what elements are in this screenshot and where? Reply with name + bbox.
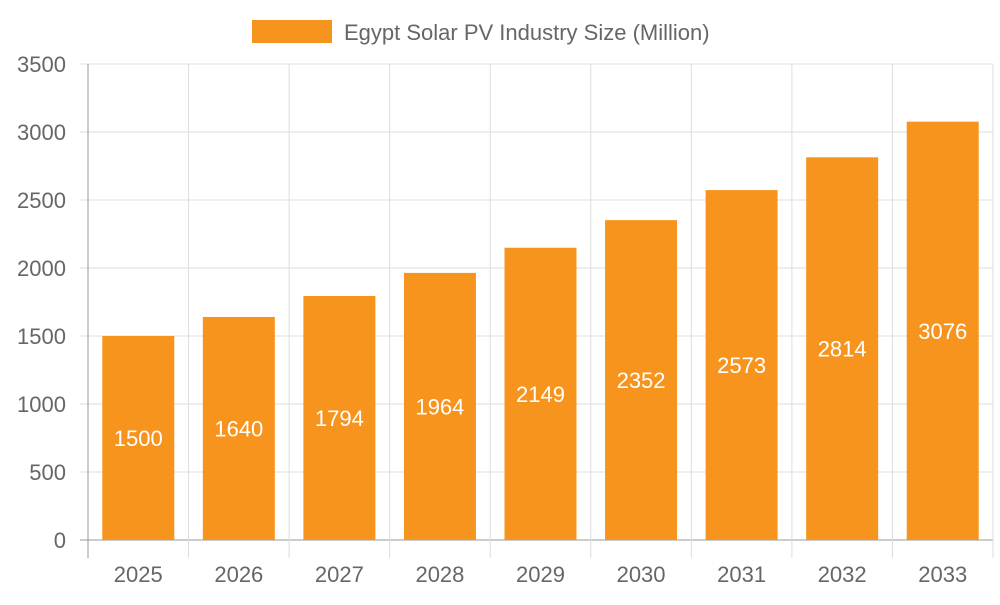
y-tick-label: 3500	[17, 52, 66, 77]
bar-2030	[605, 220, 678, 541]
data-label-2029: 2149	[516, 382, 565, 407]
data-label-2032: 2814	[818, 337, 867, 362]
y-tick-label: 500	[29, 460, 66, 485]
bar-2028	[403, 272, 476, 540]
bar-2032	[806, 157, 879, 540]
bars: 1500 1640 1794 1964 2149 2352 2573 2814 3076	[102, 121, 979, 541]
legend[interactable]: Egypt Solar PV Industry Size (Million)	[252, 20, 710, 45]
x-tick-label: 2031	[717, 562, 766, 587]
bar-2027	[303, 296, 376, 540]
bar-2029	[504, 247, 577, 540]
axes: 0 500 1000 1500 2000 2500 3000 3500 2025 2026 2027…	[17, 52, 967, 587]
x-tick-label: 2026	[214, 562, 263, 587]
x-tick-label: 2033	[918, 562, 967, 587]
bar-2031	[705, 190, 778, 540]
y-tick-label: 1000	[17, 392, 66, 417]
data-label-2025: 1500	[114, 426, 163, 451]
bar-2026	[202, 316, 275, 540]
data-label-2030: 2352	[617, 368, 666, 393]
y-tick-label: 1500	[17, 324, 66, 349]
x-tick-label: 2030	[617, 562, 666, 587]
legend-label: Egypt Solar PV Industry Size (Million)	[344, 20, 710, 45]
data-label-2033: 3076	[918, 319, 967, 344]
data-label-2028: 1964	[415, 394, 464, 419]
legend-swatch	[252, 20, 332, 43]
x-tick-label: 2027	[315, 562, 364, 587]
bar-2033	[906, 121, 979, 540]
y-tick-label: 2000	[17, 256, 66, 281]
x-tick-label: 2028	[415, 562, 464, 587]
y-tick-label: 0	[54, 528, 66, 553]
x-tick-label: 2025	[114, 562, 163, 587]
x-tick-label: 2029	[516, 562, 565, 587]
bar-2025	[102, 336, 175, 540]
x-tick-label: 2032	[818, 562, 867, 587]
y-tick-label: 3000	[17, 120, 66, 145]
data-label-2026: 1640	[214, 416, 263, 441]
data-label-2027: 1794	[315, 406, 364, 431]
y-tick-label: 2500	[17, 188, 66, 213]
data-label-2031: 2573	[717, 353, 766, 378]
